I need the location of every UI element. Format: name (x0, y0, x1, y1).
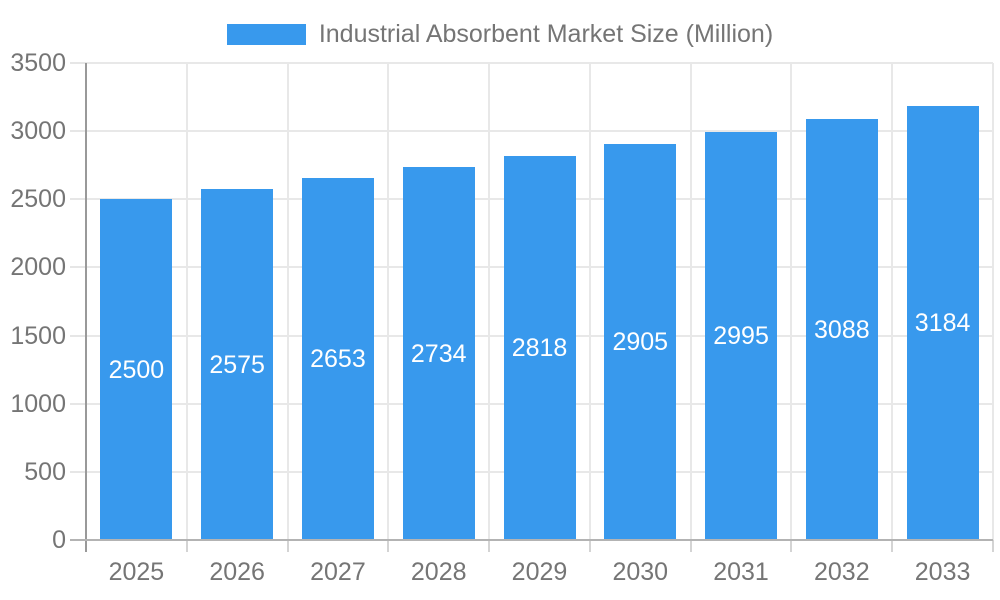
bar: 2818 (503, 155, 576, 540)
chart-legend[interactable]: Industrial Absorbent Market Size (Millio… (0, 21, 1000, 47)
x-axis-tick-label: 2026 (209, 558, 265, 586)
bar-value-label: 2500 (108, 355, 165, 384)
x-gridline (689, 63, 692, 540)
x-axis-tick-label: 2031 (713, 558, 769, 586)
bar-value-label: 2653 (310, 345, 366, 374)
y-gridline (86, 130, 993, 133)
x-axis-tick (689, 540, 692, 552)
x-axis-tick-label: 2030 (612, 558, 669, 586)
x-gridline (488, 63, 491, 540)
x-gridline (992, 63, 994, 540)
x-axis-tick-label: 2029 (511, 558, 568, 586)
y-axis-tick-label: 3000 (10, 117, 66, 146)
x-axis-tick (588, 540, 591, 552)
y-axis-tick-label: 500 (24, 457, 66, 486)
bar: 2500 (100, 199, 173, 540)
x-gridline (185, 63, 188, 540)
legend-label: Industrial Absorbent Market Size (Millio… (318, 20, 774, 48)
x-gridline (891, 63, 894, 540)
x-gridline (286, 63, 289, 540)
x-axis-tick (286, 540, 289, 552)
x-axis-tick (488, 540, 491, 552)
x-axis-baseline (70, 539, 993, 541)
bar: 3184 (906, 106, 979, 540)
bar: 2653 (301, 178, 374, 540)
y-axis-tick (70, 470, 86, 473)
x-gridline (387, 63, 390, 540)
bar-value-label: 2575 (209, 350, 265, 379)
x-axis-tick-label: 2033 (914, 558, 971, 586)
bar-value-label: 2818 (511, 333, 568, 362)
x-gridline (790, 63, 793, 540)
x-axis-tick (891, 540, 894, 552)
x-axis-tick-label: 2027 (310, 558, 366, 586)
y-axis-tick-label: 1500 (10, 321, 66, 350)
x-axis-tick (185, 540, 188, 552)
y-axis-tick-label: 3500 (10, 49, 66, 77)
y-axis-tick (70, 198, 86, 201)
y-axis-tick (70, 62, 86, 64)
x-axis-tick (387, 540, 390, 552)
y-axis-tick (70, 334, 86, 337)
legend-swatch-icon (226, 23, 306, 45)
y-axis-tick-label: 0 (52, 526, 66, 554)
bar: 2575 (201, 189, 274, 540)
bar: 2905 (604, 144, 677, 540)
y-axis-tick-label: 2500 (10, 185, 66, 214)
x-axis-tick (790, 540, 793, 552)
y-axis-tick-label: 2000 (10, 253, 66, 282)
x-axis-tick-label: 2025 (108, 558, 165, 586)
bar-value-label: 2734 (410, 339, 467, 368)
bar-value-label: 3088 (814, 315, 870, 344)
bar: 2995 (705, 131, 778, 540)
bar: 2734 (402, 167, 475, 540)
bar-value-label: 3184 (914, 309, 971, 338)
y-axis-line (85, 63, 87, 552)
y-axis-tick (70, 266, 86, 269)
bar-value-label: 2995 (713, 321, 769, 350)
x-gridline (588, 63, 591, 540)
x-axis-tick-label: 2028 (410, 558, 467, 586)
bar: 3088 (805, 119, 878, 540)
y-gridline (86, 62, 993, 64)
y-axis-tick (70, 130, 86, 133)
y-axis-tick (70, 402, 86, 405)
x-axis-tick (992, 540, 994, 552)
y-axis-tick-label: 1000 (10, 389, 66, 418)
x-axis-tick-label: 2032 (814, 558, 870, 586)
bar-value-label: 2905 (612, 328, 669, 357)
